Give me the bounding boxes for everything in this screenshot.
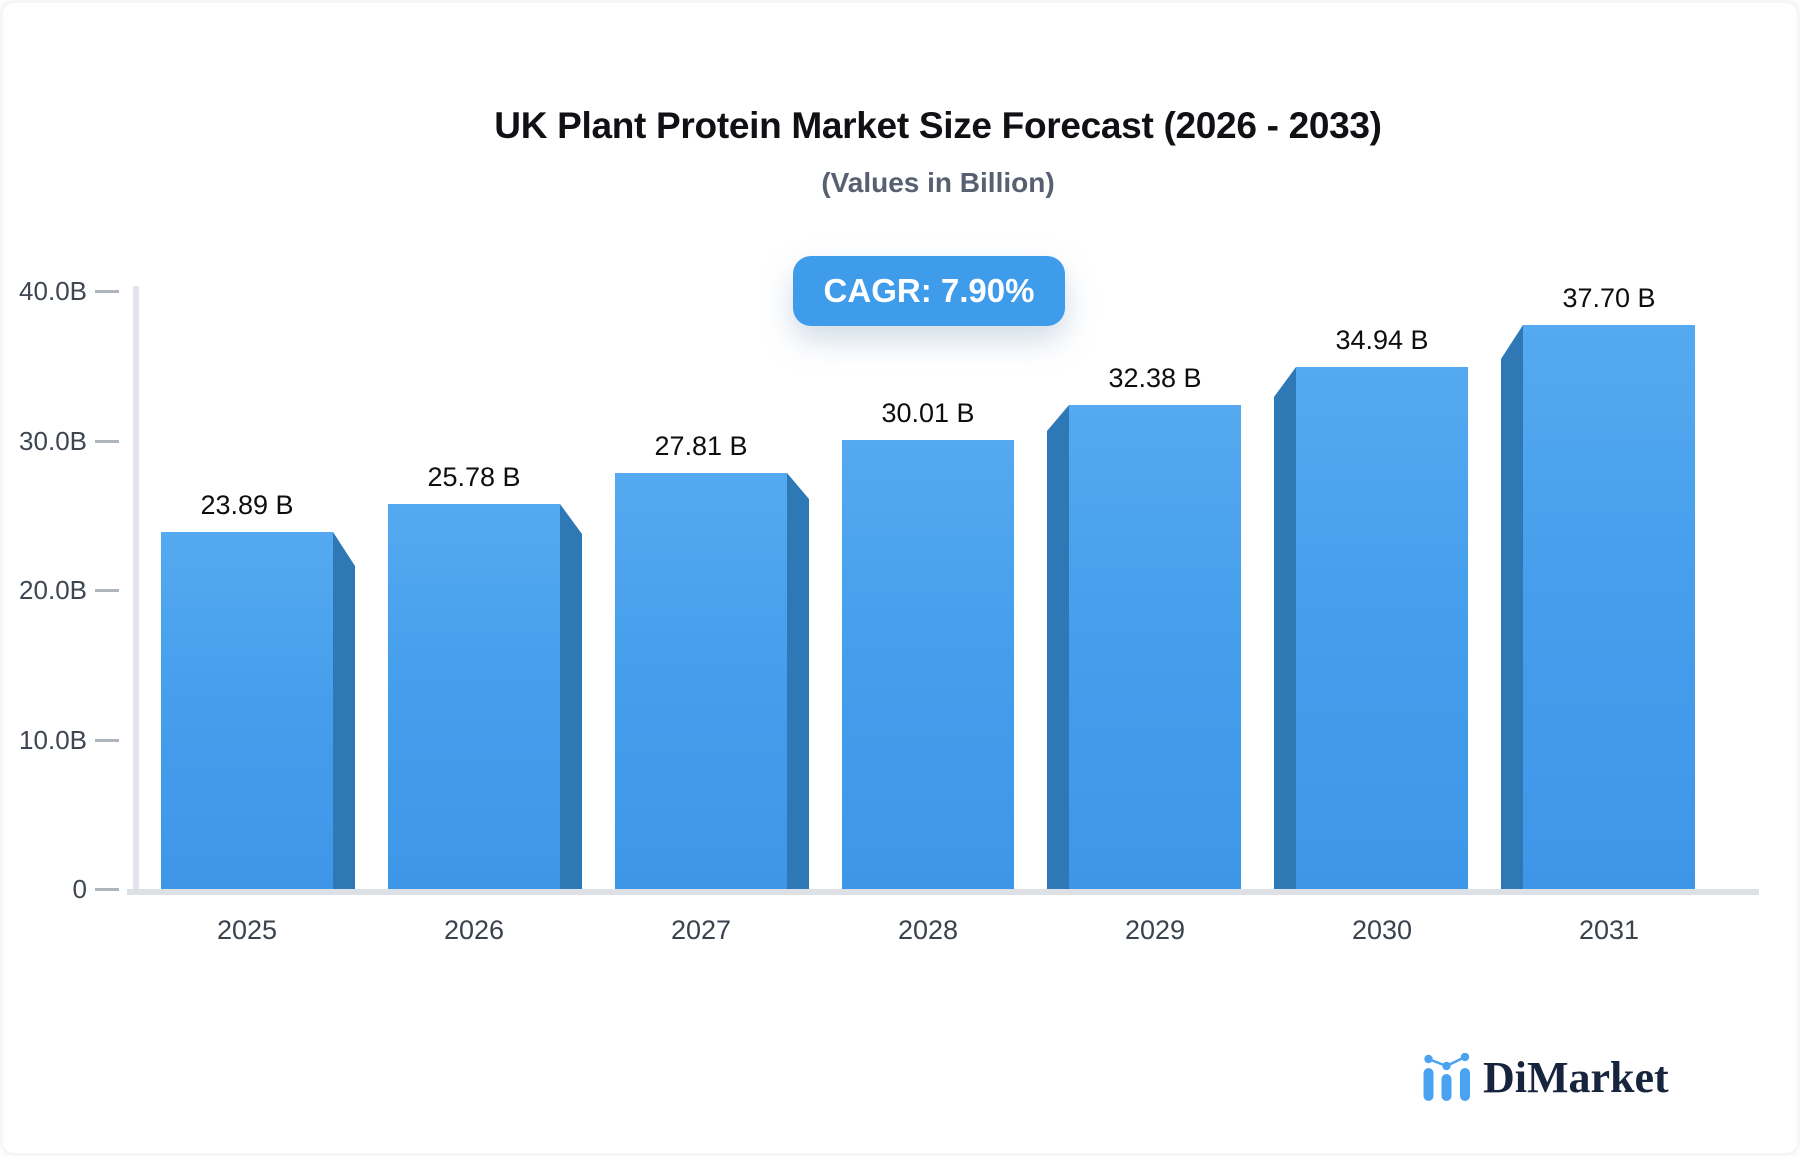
x-axis-label: 2027 (670, 915, 732, 945)
cagr-badge: CAGR: 7.90% (793, 256, 1065, 326)
y-axis-label: 0 (72, 874, 87, 904)
bar-2026 (388, 504, 560, 889)
bar-3d-side (1274, 367, 1296, 889)
y-axis-label: 10.0B (19, 725, 87, 755)
y-axis-tick (95, 440, 119, 443)
y-axis-tick (95, 888, 119, 891)
x-axis-label: 2030 (1351, 915, 1413, 945)
bar-value-label: 30.01 B (881, 398, 975, 428)
bar-value-label: 23.89 B (200, 490, 294, 520)
bar-2030 (1296, 367, 1468, 889)
bar-line-chart-logo-icon (1423, 1053, 1470, 1101)
y-axis-label: 20.0B (19, 575, 87, 605)
bar-3d-side (1501, 325, 1523, 889)
x-axis-label: 2026 (443, 915, 505, 945)
bar-value-label: 25.78 B (427, 462, 521, 492)
bar-3d-side (560, 504, 582, 889)
bar-3d-side (333, 532, 355, 889)
bar-2025 (161, 532, 333, 889)
y-axis-label: 40.0B (19, 276, 87, 306)
bar-value-label: 27.81 B (654, 431, 748, 461)
chart-title: UK Plant Protein Market Size Forecast (2… (494, 105, 1382, 146)
plot-area: 40.0B 30.0B 20.0B 10.0B 0 23.89 B 2025 25.78 B 2… (3, 3, 1797, 1153)
y-axis-label: 30.0B (19, 426, 87, 456)
bar-value-label: 32.38 B (1108, 363, 1202, 393)
bar-3d-side (1047, 405, 1069, 889)
y-axis-tick (95, 290, 119, 293)
x-axis-label: 2028 (897, 915, 959, 945)
x-axis-label: 2029 (1124, 915, 1186, 945)
bar-3d-side (787, 473, 809, 889)
chart-subtitle: (Values in Billion) (821, 167, 1055, 198)
bar-2027 (615, 473, 787, 889)
y-axis-tick (95, 589, 119, 592)
x-axis-baseline (127, 889, 1759, 895)
y-axis-line (133, 286, 139, 889)
bar-2029 (1069, 405, 1241, 889)
brand-logo: DiMarket (1423, 1052, 1669, 1104)
bar-value-label: 37.70 B (1562, 283, 1656, 313)
bar-value-label: 34.94 B (1335, 325, 1429, 355)
bar-2028 (842, 440, 1014, 889)
brand-logo-text: DiMarket (1483, 1053, 1669, 1102)
y-axis-tick (95, 739, 119, 742)
x-axis-label: 2031 (1578, 915, 1640, 945)
x-axis-label: 2025 (216, 915, 278, 945)
bar-2031 (1523, 325, 1695, 889)
